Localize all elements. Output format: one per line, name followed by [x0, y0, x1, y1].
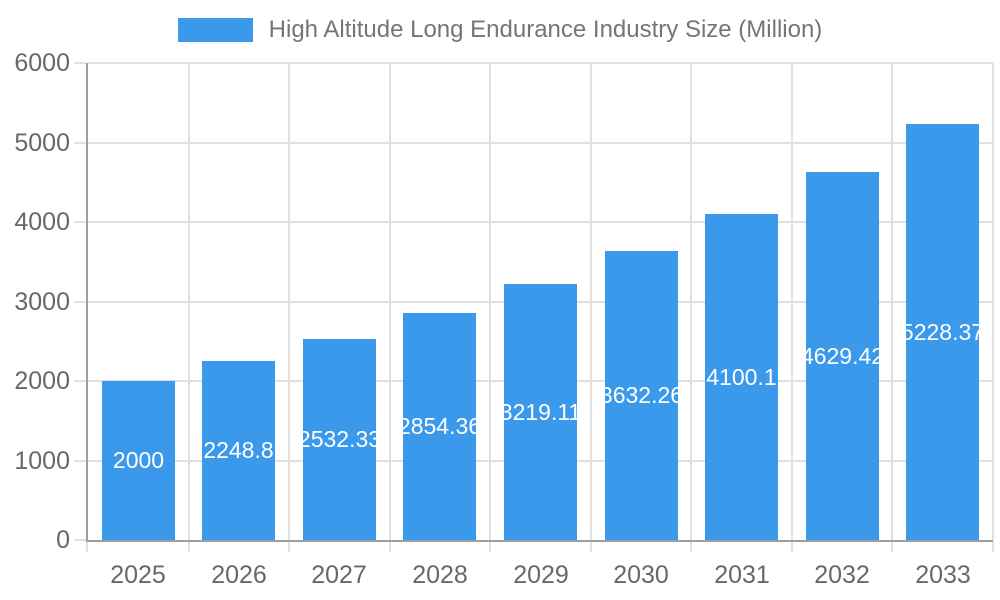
- bar-2033[interactable]: 5228.37: [906, 124, 979, 540]
- bar-value-label: 2532.33: [303, 426, 376, 452]
- gridline-vertical: [992, 63, 994, 540]
- y-axis-tick: [74, 460, 86, 462]
- x-tick-label-2029: 2029: [513, 561, 569, 589]
- x-tick-label-2027: 2027: [311, 561, 367, 589]
- y-tick-label: 0: [56, 526, 70, 554]
- y-tick-label: 1000: [14, 447, 70, 475]
- x-axis-tick: [188, 542, 190, 552]
- x-axis-line: [86, 540, 993, 542]
- legend-item[interactable]: High Altitude Long Endurance Industry Si…: [177, 16, 823, 44]
- bar-2031[interactable]: 4100.1: [705, 214, 778, 540]
- bar-2030[interactable]: 3632.26: [605, 251, 678, 540]
- x-axis-tick: [891, 542, 893, 552]
- gridline-horizontal: [88, 62, 993, 64]
- bar-2027[interactable]: 2532.33: [303, 339, 376, 540]
- x-axis-tick: [389, 542, 391, 552]
- y-tick-label: 5000: [14, 129, 70, 157]
- bar-2028[interactable]: 2854.36: [403, 313, 476, 540]
- gridline-horizontal: [88, 142, 993, 144]
- bar-2032[interactable]: 4629.42: [806, 172, 879, 540]
- bar-2025[interactable]: 2000: [102, 381, 175, 540]
- x-tick-label-2030: 2030: [613, 561, 669, 589]
- x-axis-tick: [590, 542, 592, 552]
- gridline-vertical: [891, 63, 893, 540]
- bar-2026[interactable]: 2248.8: [202, 361, 275, 540]
- legend-swatch: [177, 18, 253, 42]
- y-tick-label: 4000: [14, 208, 70, 236]
- y-axis-tick: [74, 142, 86, 144]
- y-axis-tick: [74, 62, 86, 64]
- x-axis-tick: [489, 542, 491, 552]
- bar-value-label: 2248.8: [203, 437, 274, 463]
- x-tick-label-2031: 2031: [714, 561, 770, 589]
- x-tick-label-2026: 2026: [211, 561, 267, 589]
- gridline-vertical: [489, 63, 491, 540]
- y-axis-tick: [74, 301, 86, 303]
- x-tick-label-2028: 2028: [412, 561, 468, 589]
- x-axis-tick: [288, 542, 290, 552]
- legend-label: High Altitude Long Endurance Industry Si…: [268, 16, 823, 43]
- gridline-vertical: [188, 63, 190, 540]
- gridline-vertical: [791, 63, 793, 540]
- gridline-vertical: [288, 63, 290, 540]
- bar-value-label: 3219.11: [504, 398, 577, 425]
- y-axis-line: [86, 63, 88, 542]
- x-axis-tick: [992, 542, 994, 552]
- y-axis-tick: [74, 539, 86, 541]
- y-tick-label: 3000: [14, 288, 70, 316]
- bar-value-label: 4100.1: [706, 363, 777, 390]
- x-tick-label-2032: 2032: [814, 561, 870, 589]
- bar-value-label: 5228.37: [906, 318, 979, 345]
- y-axis-tick: [74, 221, 86, 223]
- y-tick-label: 2000: [14, 367, 70, 395]
- bar-2029[interactable]: 3219.11: [504, 284, 577, 540]
- gridline-horizontal: [88, 221, 993, 223]
- bar-value-label: 2000: [112, 447, 165, 473]
- gridline-vertical: [590, 63, 592, 540]
- gridline-vertical: [690, 63, 692, 540]
- x-axis-tick: [86, 542, 88, 552]
- legend: High Altitude Long Endurance Industry Si…: [0, 16, 1000, 44]
- x-tick-label-2033: 2033: [915, 561, 971, 589]
- y-tick-label: 6000: [14, 49, 70, 77]
- y-axis-tick: [74, 380, 86, 382]
- bar-value-label: 2854.36: [403, 413, 476, 439]
- gridline-vertical: [389, 63, 391, 540]
- x-axis-tick: [690, 542, 692, 552]
- bar-value-label: 4629.42: [806, 342, 879, 369]
- bar-value-label: 3632.26: [605, 382, 678, 408]
- x-tick-label-2025: 2025: [110, 561, 166, 589]
- x-axis-tick: [791, 542, 793, 552]
